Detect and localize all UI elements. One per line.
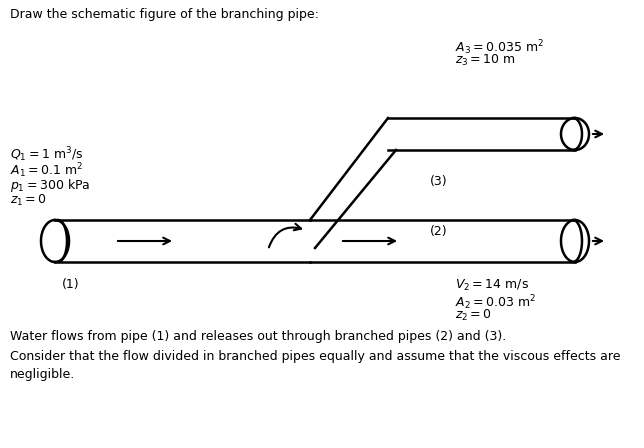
Text: Draw the schematic figure of the branching pipe:: Draw the schematic figure of the branchi… [10, 8, 319, 21]
Text: (3): (3) [430, 175, 448, 188]
Text: $Q_1 = 1\ \mathrm{m}^3\mathrm{/s}$: $Q_1 = 1\ \mathrm{m}^3\mathrm{/s}$ [10, 145, 84, 164]
Text: $A_1 = 0.1\ \mathrm{m}^2$: $A_1 = 0.1\ \mathrm{m}^2$ [10, 161, 83, 180]
Text: $A_2 = 0.03\ \mathrm{m}^2$: $A_2 = 0.03\ \mathrm{m}^2$ [455, 293, 536, 312]
Text: (2): (2) [430, 225, 448, 238]
Text: $z_2 = 0$: $z_2 = 0$ [455, 308, 492, 323]
Text: Water flows from pipe (1) and releases out through branched pipes (2) and (3).: Water flows from pipe (1) and releases o… [10, 330, 506, 343]
Text: $z_3 = 10\ \mathrm{m}$: $z_3 = 10\ \mathrm{m}$ [455, 53, 516, 68]
Text: Consider that the flow divided in branched pipes equally and assume that the vis: Consider that the flow divided in branch… [10, 350, 621, 363]
Text: $V_2 = 14\ \mathrm{m/s}$: $V_2 = 14\ \mathrm{m/s}$ [455, 278, 529, 293]
Text: negligible.: negligible. [10, 368, 75, 381]
Text: $A_3 = 0.035\ \mathrm{m}^2$: $A_3 = 0.035\ \mathrm{m}^2$ [455, 38, 544, 57]
Text: $p_1 = 300\ \mathrm{kPa}$: $p_1 = 300\ \mathrm{kPa}$ [10, 177, 91, 194]
Text: (1): (1) [62, 278, 80, 291]
Text: $z_1 = 0$: $z_1 = 0$ [10, 193, 47, 208]
